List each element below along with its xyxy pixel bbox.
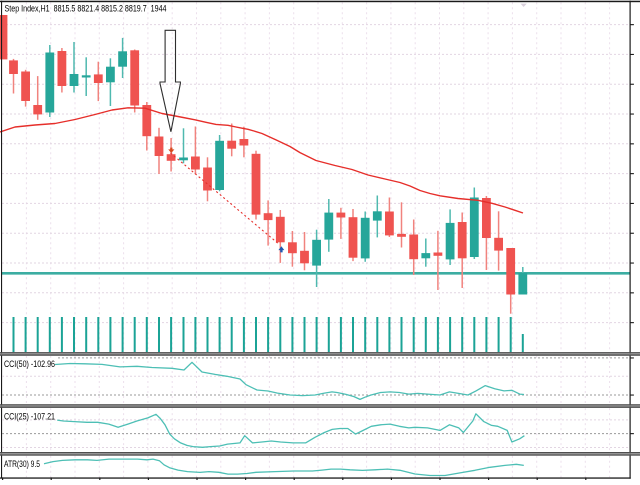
- svg-text:ATR(30) 9.5: ATR(30) 9.5: [4, 459, 40, 469]
- svg-text:CCI(50) -102.96: CCI(50) -102.96: [4, 359, 55, 369]
- svg-text:CCI(25) -107.21: CCI(25) -107.21: [4, 412, 55, 422]
- svg-text:Step Index,H1 8815.5 8821.4 8: Step Index,H1 8815.5 8821.4 8815.2 8819.…: [5, 3, 167, 13]
